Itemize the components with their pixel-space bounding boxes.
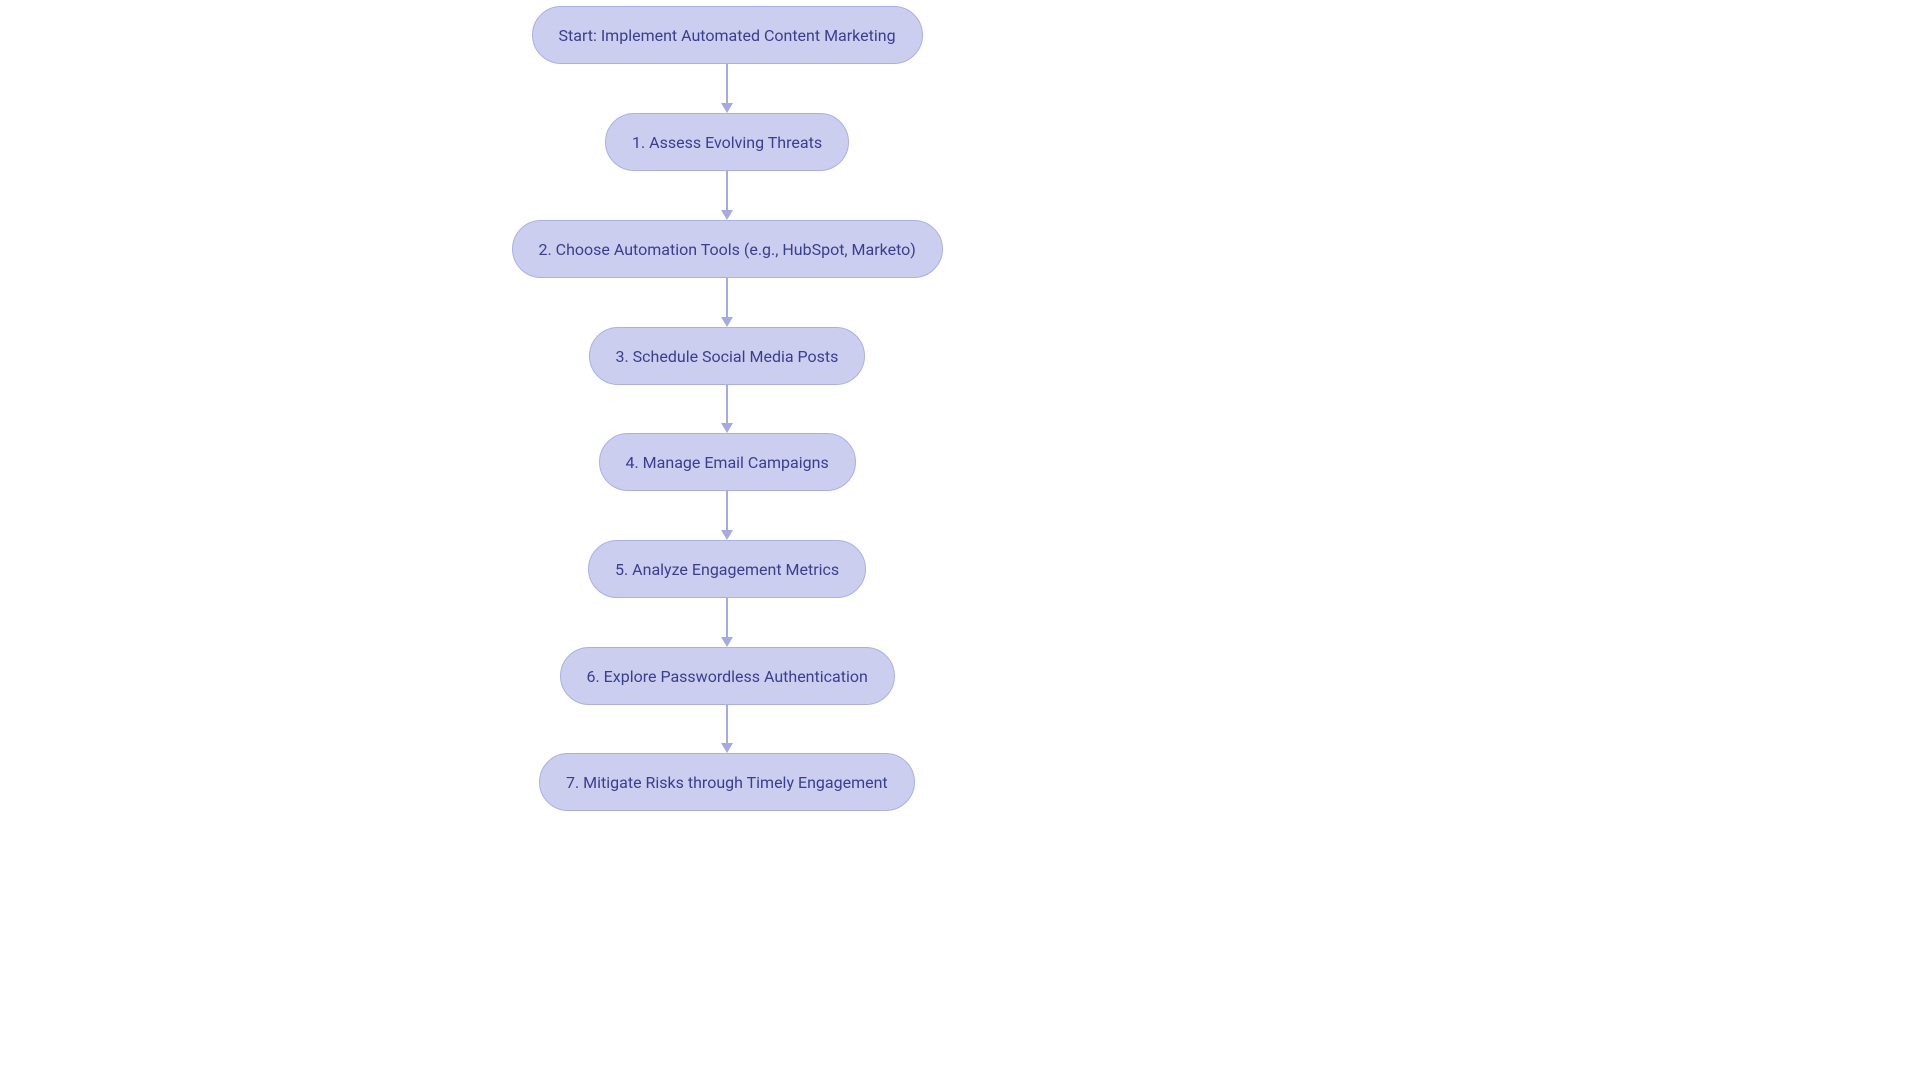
flowchart-node-label: 7. Mitigate Risks through Timely Engagem… (566, 773, 888, 792)
flowchart-node-label: 3. Schedule Social Media Posts (616, 347, 839, 366)
flowchart-node-3: 3. Schedule Social Media Posts (589, 327, 866, 385)
flowchart-arrow-0 (717, 64, 737, 113)
flowchart-node-6: 6. Explore Passwordless Authentication (560, 647, 895, 705)
flowchart-node-7: 7. Mitigate Risks through Timely Engagem… (539, 753, 915, 811)
flowchart-node-label: 5. Analyze Engagement Metrics (615, 560, 839, 579)
flowchart-node-label: Start: Implement Automated Content Marke… (559, 26, 896, 45)
flowchart-node-4: 4. Manage Email Campaigns (599, 433, 856, 491)
flowchart-arrow-3 (717, 385, 737, 433)
flowchart-arrow-1 (717, 171, 737, 220)
flowchart-node-label: 4. Manage Email Campaigns (626, 453, 829, 472)
flowchart-node-label: 6. Explore Passwordless Authentication (587, 667, 868, 686)
flowchart-node-0: Start: Implement Automated Content Marke… (532, 6, 923, 64)
flowchart-arrow-2 (717, 278, 737, 327)
flowchart-arrow-4 (717, 491, 737, 540)
flowchart-node-5: 5. Analyze Engagement Metrics (588, 540, 866, 598)
flowchart-node-1: 1. Assess Evolving Threats (605, 113, 849, 171)
flowchart-arrow-6 (717, 705, 737, 753)
flowchart-node-label: 2. Choose Automation Tools (e.g., HubSpo… (539, 240, 916, 259)
flowchart-node-2: 2. Choose Automation Tools (e.g., HubSpo… (512, 220, 943, 278)
flowchart-canvas: Start: Implement Automated Content Marke… (0, 0, 1920, 1083)
flowchart-node-label: 1. Assess Evolving Threats (632, 133, 822, 152)
flowchart-arrow-5 (717, 598, 737, 647)
